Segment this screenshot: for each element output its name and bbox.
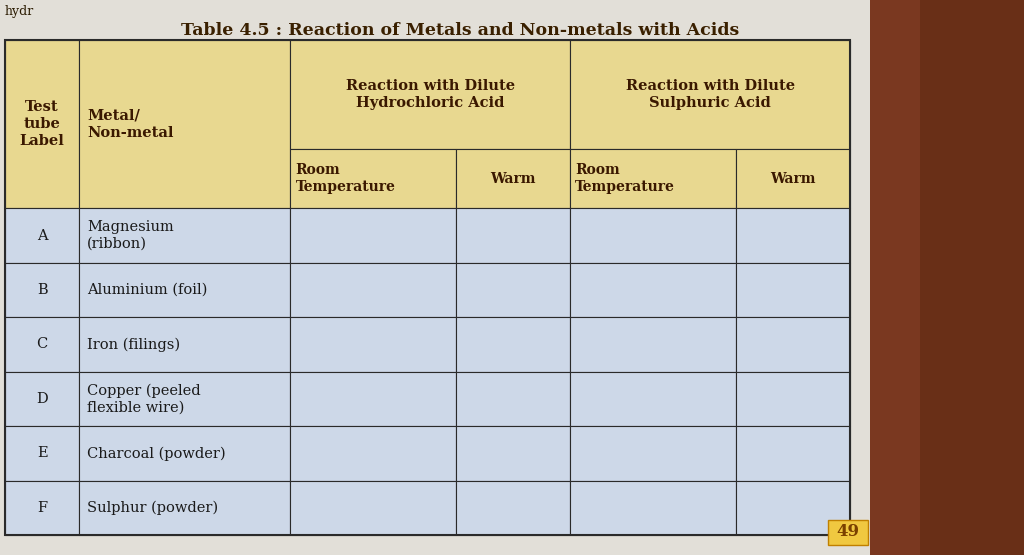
Text: Table 4.5 : Reaction of Metals and Non-metals with Acids: Table 4.5 : Reaction of Metals and Non-m… (181, 22, 739, 39)
Bar (291, 40, 570, 149)
Bar (570, 149, 736, 208)
Bar (736, 263, 850, 317)
Bar (570, 372, 736, 426)
Bar (79, 481, 291, 535)
Bar (79, 426, 291, 481)
Text: Warm: Warm (770, 171, 816, 185)
Text: Test
tube
Label: Test tube Label (19, 100, 65, 148)
Bar (570, 208, 736, 263)
Bar (736, 317, 850, 372)
Bar (5, 481, 79, 535)
Bar (736, 149, 850, 208)
Bar (291, 149, 456, 208)
Bar (736, 426, 850, 481)
Bar (5, 317, 79, 372)
Bar (920, 0, 1024, 555)
Text: Reaction with Dilute
Sulphuric Acid: Reaction with Dilute Sulphuric Acid (626, 79, 795, 110)
Bar (5, 208, 79, 263)
Bar (291, 208, 456, 263)
Bar (828, 520, 868, 545)
Bar (0, 0, 870, 555)
Bar (291, 263, 456, 317)
Bar (291, 317, 456, 372)
Bar (456, 149, 570, 208)
Bar (79, 40, 291, 208)
Bar (570, 317, 736, 372)
Bar (456, 263, 570, 317)
Text: Warm: Warm (490, 171, 536, 185)
Bar (570, 481, 736, 535)
Bar (570, 40, 850, 149)
Bar (79, 372, 291, 426)
Bar (870, 0, 1024, 555)
Bar (79, 317, 291, 372)
Bar (291, 481, 456, 535)
Bar (456, 481, 570, 535)
Bar (736, 208, 850, 263)
Bar (5, 40, 850, 535)
Text: D: D (36, 392, 48, 406)
Text: Metal/
Non-metal: Metal/ Non-metal (87, 109, 174, 139)
Bar (5, 40, 79, 208)
Bar (456, 208, 570, 263)
Text: Charcoal (powder): Charcoal (powder) (87, 446, 226, 461)
Text: Reaction with Dilute
Hydrochloric Acid: Reaction with Dilute Hydrochloric Acid (346, 79, 515, 110)
Bar (456, 317, 570, 372)
Text: Aluminium (foil): Aluminium (foil) (87, 283, 208, 297)
Text: A: A (37, 229, 47, 243)
Bar (291, 372, 456, 426)
Text: Iron (filings): Iron (filings) (87, 337, 180, 352)
Text: Magnesium
(ribbon): Magnesium (ribbon) (87, 220, 174, 251)
Text: Sulphur (powder): Sulphur (powder) (87, 501, 218, 515)
Bar (570, 426, 736, 481)
Bar (5, 263, 79, 317)
Text: E: E (37, 446, 47, 460)
Bar (5, 372, 79, 426)
Bar (736, 481, 850, 535)
Text: 49: 49 (837, 523, 859, 541)
Text: B: B (37, 283, 47, 297)
Bar (79, 263, 291, 317)
Text: Room
Temperature: Room Temperature (296, 163, 395, 194)
Text: Copper (peeled
flexible wire): Copper (peeled flexible wire) (87, 384, 201, 415)
Bar (5, 426, 79, 481)
Bar (736, 372, 850, 426)
Bar (456, 426, 570, 481)
Bar (79, 208, 291, 263)
Text: Room
Temperature: Room Temperature (575, 163, 675, 194)
Bar (570, 263, 736, 317)
Bar (291, 426, 456, 481)
Text: C: C (37, 337, 48, 351)
Text: F: F (37, 501, 47, 515)
Bar (456, 372, 570, 426)
Text: hydr: hydr (5, 5, 34, 18)
